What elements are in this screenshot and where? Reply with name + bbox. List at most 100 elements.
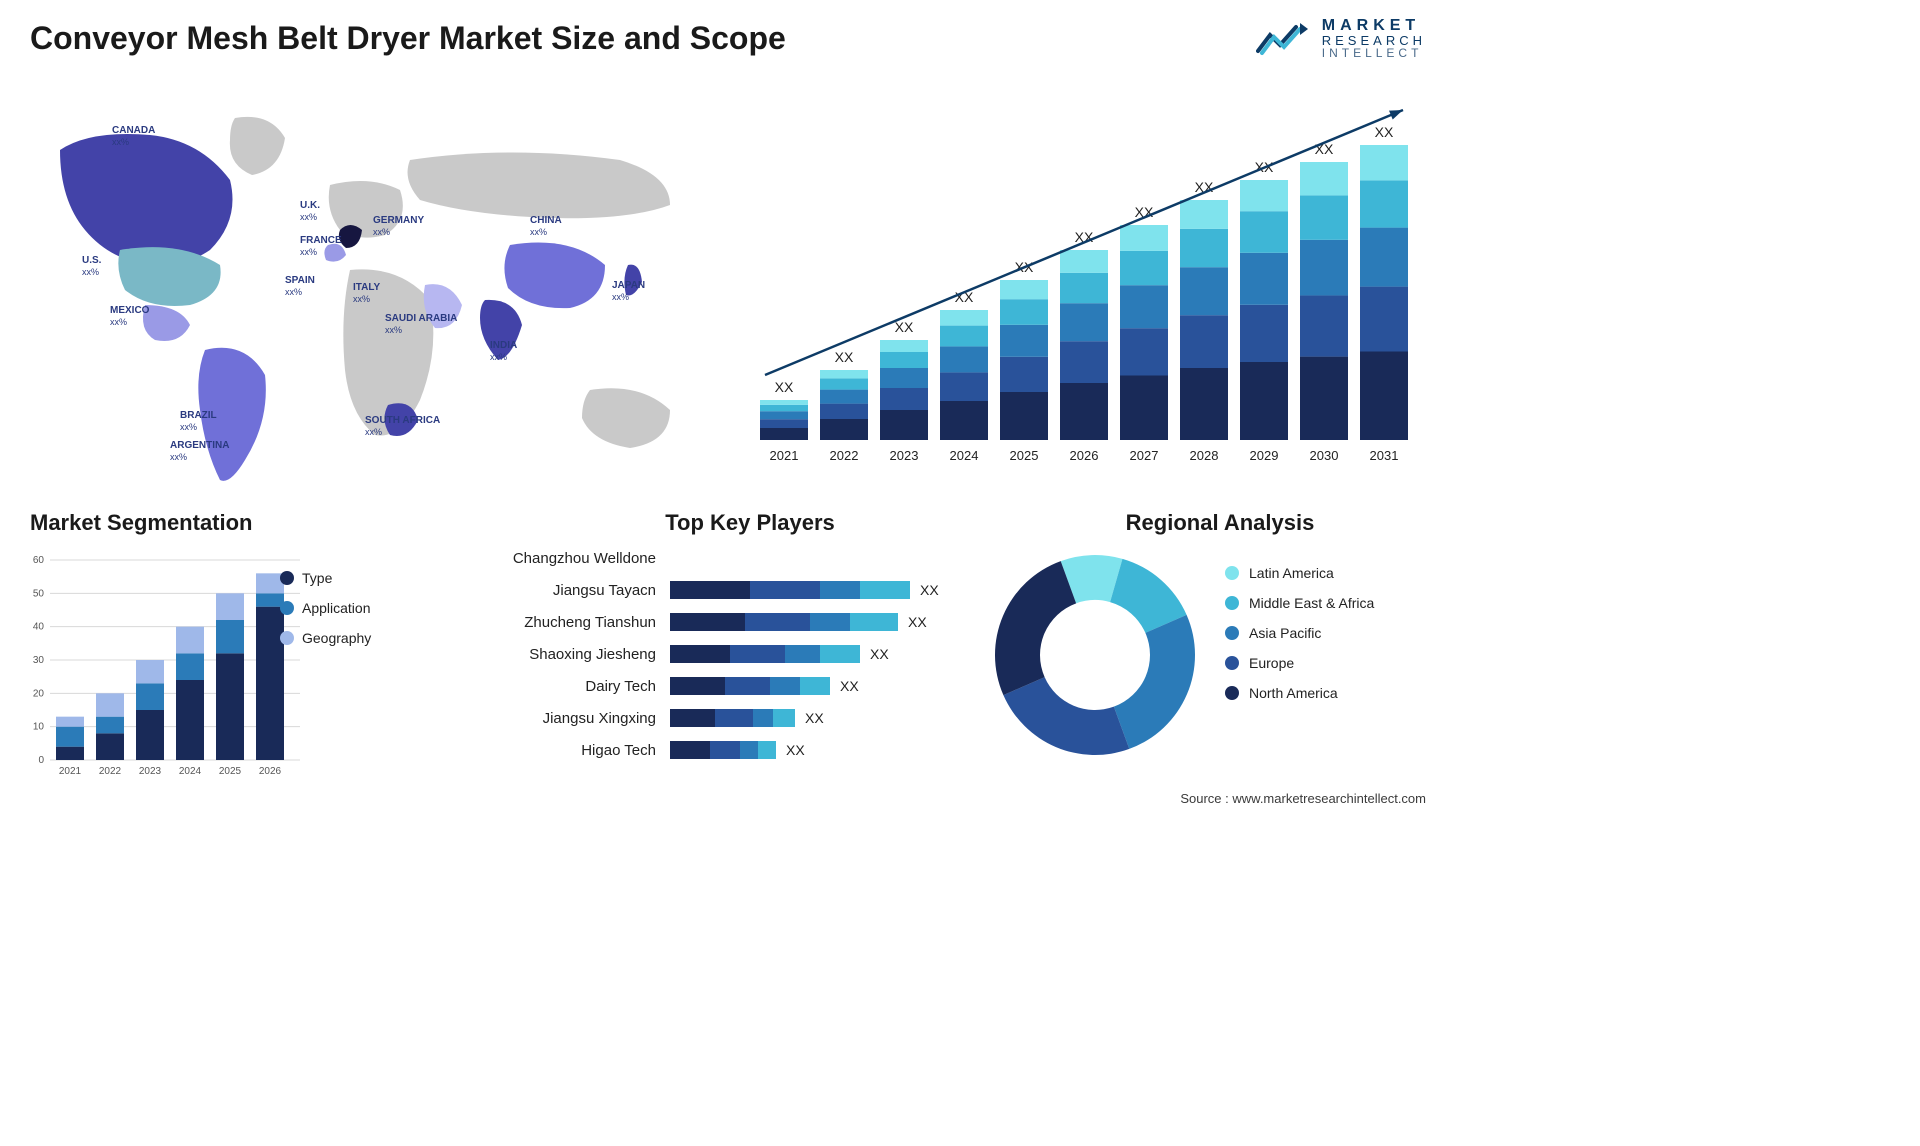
svg-text:2021: 2021 bbox=[59, 766, 82, 777]
player-bar-segment bbox=[725, 677, 770, 695]
svg-text:60: 60 bbox=[33, 555, 45, 566]
player-bar-segment bbox=[715, 709, 753, 727]
legend-item: Latin America bbox=[1225, 565, 1374, 581]
legend-swatch bbox=[280, 631, 294, 645]
svg-text:2026: 2026 bbox=[1070, 448, 1099, 463]
regional-chart: Latin America Middle East & Africa Asia Pa… bbox=[985, 545, 1425, 785]
player-bar-segment bbox=[850, 613, 898, 631]
brand-mark-icon bbox=[1256, 21, 1312, 57]
player-bar-segment bbox=[750, 581, 820, 599]
world-map-chart: CANADAxx%U.S.xx%MEXICOxx%BRAZILxx%ARGENT… bbox=[30, 90, 720, 490]
map-label: GERMANYxx% bbox=[373, 215, 424, 238]
legend-item: Geography bbox=[280, 630, 371, 646]
legend-label: Type bbox=[302, 570, 332, 586]
svg-text:30: 30 bbox=[33, 655, 45, 666]
svg-text:2031: 2031 bbox=[1370, 448, 1399, 463]
legend-item: North America bbox=[1225, 685, 1374, 701]
player-name: Dairy Tech bbox=[460, 678, 670, 695]
player-name: Higao Tech bbox=[460, 742, 670, 759]
player-bar-segment bbox=[670, 645, 730, 663]
svg-text:2027: 2027 bbox=[1130, 448, 1159, 463]
svg-text:2022: 2022 bbox=[830, 448, 859, 463]
player-bar-segment bbox=[860, 581, 910, 599]
segmentation-legend: TypeApplicationGeography bbox=[280, 570, 371, 646]
key-players-chart: Changzhou WelldoneJiangsu TayacnXXZhuche… bbox=[460, 545, 960, 785]
legend-label: Asia Pacific bbox=[1249, 625, 1321, 641]
svg-text:2024: 2024 bbox=[950, 448, 979, 463]
source-footer: Source : www.marketresearchintellect.com bbox=[1180, 791, 1426, 806]
legend-swatch bbox=[1225, 626, 1239, 640]
player-row: Jiangsu Xingxing XX bbox=[460, 705, 960, 731]
svg-text:2024: 2024 bbox=[179, 766, 202, 777]
player-bar-segment bbox=[800, 677, 830, 695]
player-bar-segment bbox=[820, 581, 860, 599]
map-label: SAUDI ARABIAxx% bbox=[385, 313, 457, 336]
player-row: Dairy Tech XX bbox=[460, 673, 960, 699]
players-title: Top Key Players bbox=[580, 510, 920, 536]
map-label: BRAZILxx% bbox=[180, 410, 217, 433]
player-bar-segment bbox=[670, 741, 710, 759]
svg-text:50: 50 bbox=[33, 588, 45, 599]
map-label: MEXICOxx% bbox=[110, 305, 149, 328]
brand-logo: MARKET RESEARCH INTELLECT bbox=[1256, 18, 1426, 59]
map-label: CHINAxx% bbox=[530, 215, 562, 238]
svg-text:XX: XX bbox=[1375, 124, 1394, 140]
player-bar-segment bbox=[820, 645, 860, 663]
player-value: XX bbox=[805, 710, 824, 726]
legend-swatch bbox=[280, 601, 294, 615]
legend-swatch bbox=[280, 571, 294, 585]
map-label: U.S.xx% bbox=[82, 255, 101, 278]
legend-swatch bbox=[1225, 566, 1239, 580]
svg-text:20: 20 bbox=[33, 688, 45, 699]
player-value: XX bbox=[920, 582, 939, 598]
player-bar-segment bbox=[758, 741, 776, 759]
player-bar-segment bbox=[740, 741, 758, 759]
player-value: XX bbox=[908, 614, 927, 630]
svg-text:2025: 2025 bbox=[219, 766, 242, 777]
svg-text:2029: 2029 bbox=[1250, 448, 1279, 463]
map-label: U.K.xx% bbox=[300, 200, 320, 223]
svg-text:40: 40 bbox=[33, 622, 45, 633]
svg-text:0: 0 bbox=[38, 755, 44, 766]
legend-item: Europe bbox=[1225, 655, 1374, 671]
svg-text:2023: 2023 bbox=[890, 448, 919, 463]
map-label: SOUTH AFRICAxx% bbox=[365, 415, 440, 438]
player-name: Jiangsu Tayacn bbox=[460, 582, 670, 599]
map-label: JAPANxx% bbox=[612, 280, 645, 303]
legend-label: Geography bbox=[302, 630, 371, 646]
svg-text:XX: XX bbox=[835, 349, 854, 365]
svg-text:2026: 2026 bbox=[259, 766, 282, 777]
legend-label: Middle East & Africa bbox=[1249, 595, 1374, 611]
legend-swatch bbox=[1225, 656, 1239, 670]
page-title: Conveyor Mesh Belt Dryer Market Size and… bbox=[30, 20, 786, 57]
svg-text:2023: 2023 bbox=[139, 766, 162, 777]
svg-text:2025: 2025 bbox=[1010, 448, 1039, 463]
player-bar-segment bbox=[670, 613, 745, 631]
logo-line3: INTELLECT bbox=[1322, 47, 1426, 59]
map-label: SPAINxx% bbox=[285, 275, 315, 298]
player-bar-segment bbox=[753, 709, 773, 727]
legend-label: North America bbox=[1249, 685, 1338, 701]
player-value: XX bbox=[840, 678, 859, 694]
svg-text:2021: 2021 bbox=[770, 448, 799, 463]
svg-text:2030: 2030 bbox=[1310, 448, 1339, 463]
legend-item: Middle East & Africa bbox=[1225, 595, 1374, 611]
player-row: Shaoxing JieshengXX bbox=[460, 641, 960, 667]
legend-swatch bbox=[1225, 686, 1239, 700]
player-row: Jiangsu Tayacn XX bbox=[460, 577, 960, 603]
legend-label: Latin America bbox=[1249, 565, 1334, 581]
player-name: Changzhou Welldone bbox=[460, 550, 670, 567]
player-bar-segment bbox=[773, 709, 795, 727]
svg-text:10: 10 bbox=[33, 722, 45, 733]
player-name: Jiangsu Xingxing bbox=[460, 710, 670, 727]
segmentation-title: Market Segmentation bbox=[30, 510, 253, 536]
player-bar-segment bbox=[810, 613, 850, 631]
map-label: CANADAxx% bbox=[112, 125, 155, 148]
legend-swatch bbox=[1225, 596, 1239, 610]
legend-item: Asia Pacific bbox=[1225, 625, 1374, 641]
regional-legend: Latin America Middle East & Africa Asia Pa… bbox=[1225, 565, 1374, 701]
map-label: ITALYxx% bbox=[353, 282, 380, 305]
player-bar-segment bbox=[710, 741, 740, 759]
player-row: Higao Tech XX bbox=[460, 737, 960, 763]
player-value: XX bbox=[786, 742, 805, 758]
